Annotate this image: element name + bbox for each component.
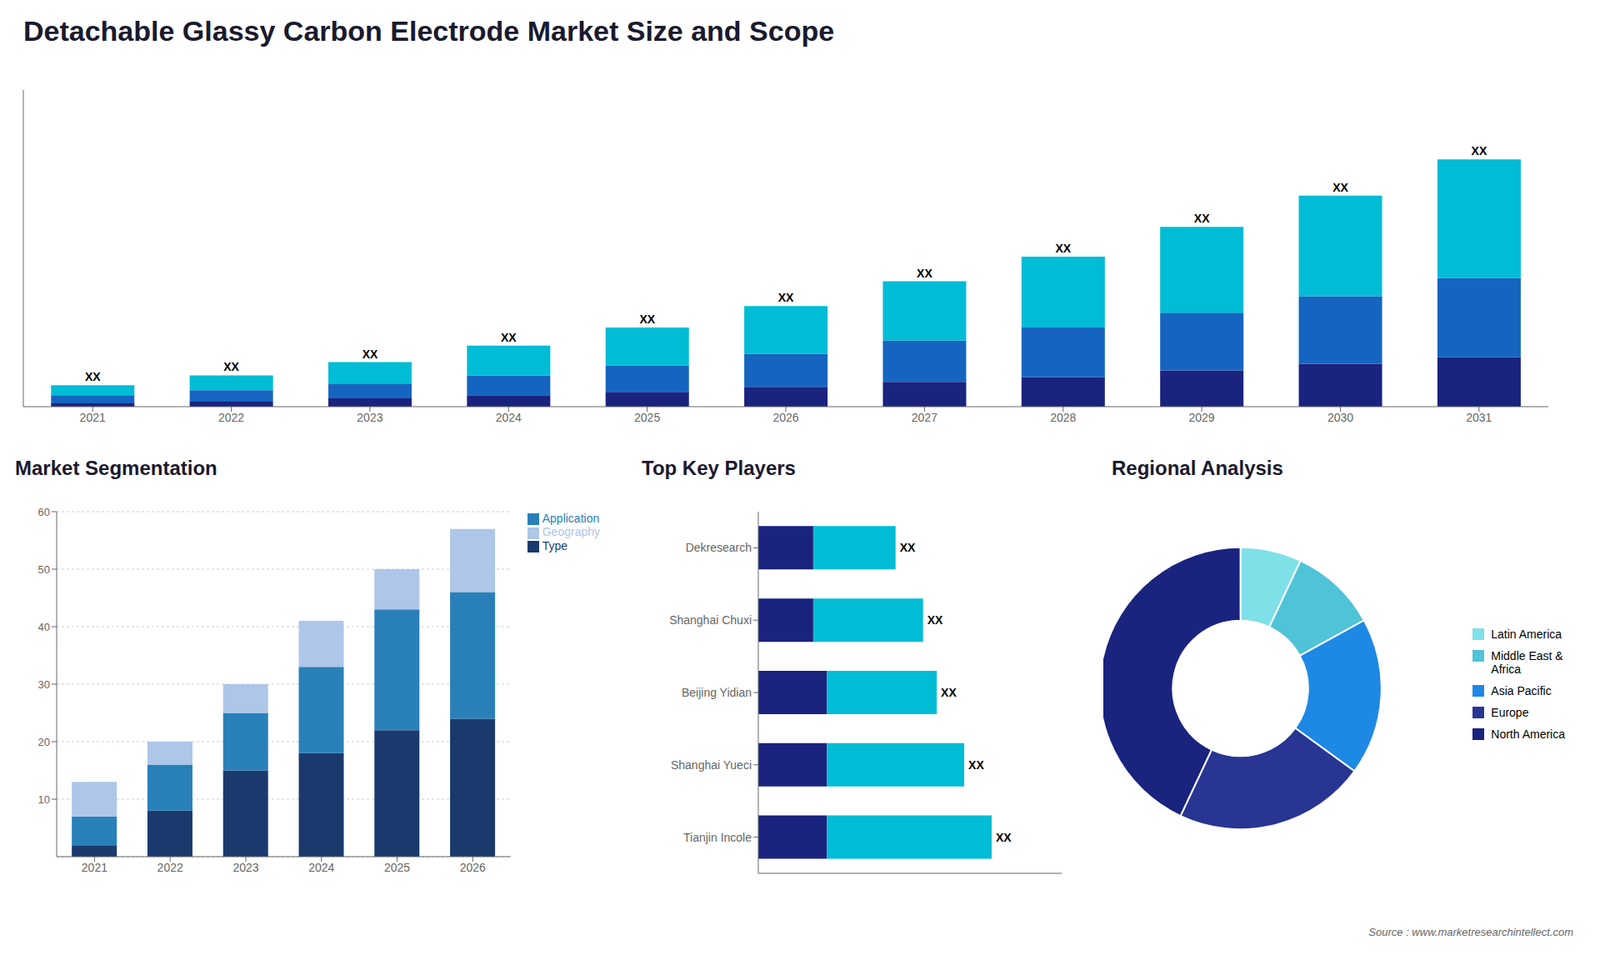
- html-text:Application: Application: [542, 511, 600, 525]
- svg-text:60: 60: [38, 505, 50, 519]
- svg-text:2025: 2025: [384, 860, 410, 875]
- html-text:Geography: Geography: [542, 525, 600, 539]
- svg-text:2023: 2023: [232, 860, 259, 875]
- svg-text:XX: XX: [940, 685, 957, 700]
- html-text:Europe: Europe: [1491, 705, 1529, 720]
- svg-text:XX: XX: [1332, 180, 1349, 195]
- html-text:North America: North America: [1491, 727, 1565, 741]
- svg-text:2023: 2023: [356, 410, 383, 425]
- html-text:Type: Type: [542, 538, 568, 553]
- svg-text:XX: XX: [223, 360, 240, 374]
- svg-text:2026: 2026: [772, 410, 799, 425]
- svg-text:40: 40: [38, 620, 50, 634]
- html-text:Top Key Players: Top Key Players: [641, 456, 796, 480]
- svg-text:2021: 2021: [81, 860, 108, 875]
- svg-text:XX: XX: [500, 330, 517, 345]
- html-text:Middle East & Africa: Middle East & Africa: [1491, 649, 1564, 676]
- svg-text:XX: XX: [639, 312, 655, 326]
- svg-text:20: 20: [38, 735, 50, 749]
- svg-text:50: 50: [38, 563, 50, 576]
- svg-text:2031: 2031: [1465, 410, 1492, 425]
- svg-text:XX: XX: [362, 347, 379, 361]
- svg-text:10: 10: [38, 793, 50, 806]
- svg-text:XX: XX: [778, 290, 795, 305]
- svg-text:XX: XX: [995, 830, 1012, 845]
- svg-text:XX: XX: [968, 758, 985, 772]
- svg-text:2021: 2021: [80, 410, 106, 425]
- svg-text:2029: 2029: [1189, 410, 1215, 425]
- svg-text:Dekresearch: Dekresearch: [685, 540, 752, 555]
- svg-text:2022: 2022: [218, 410, 245, 425]
- svg-text:XX: XX: [900, 540, 916, 555]
- svg-text:2030: 2030: [1327, 410, 1354, 425]
- svg-text:2024: 2024: [308, 860, 335, 875]
- svg-text:XX: XX: [1194, 211, 1210, 225]
- svg-text:2025: 2025: [634, 410, 660, 425]
- svg-text:XX: XX: [927, 613, 944, 627]
- html-text:Market Segmentation: Market Segmentation: [15, 456, 218, 480]
- svg-text:2024: 2024: [495, 410, 522, 425]
- svg-text:2027: 2027: [911, 410, 938, 425]
- svg-text:XX: XX: [916, 266, 933, 280]
- svg-text:Shanghai Chuxi: Shanghai Chuxi: [669, 613, 752, 627]
- svg-text:2028: 2028: [1050, 410, 1076, 425]
- svg-text:XX: XX: [85, 370, 101, 384]
- html-text:Latin America: Latin America: [1491, 627, 1562, 641]
- svg-text:XX: XX: [1055, 241, 1071, 255]
- svg-text:30: 30: [38, 678, 50, 691]
- svg-text:XX: XX: [1471, 144, 1488, 158]
- html-text:Detachable Glassy Carbon Elect: Detachable Glassy Carbon Electrode Marke…: [23, 15, 835, 47]
- html-text:Asia Pacific: Asia Pacific: [1491, 684, 1552, 698]
- svg-text:2022: 2022: [157, 860, 184, 875]
- html-text:Source : www.marketresearchint: Source : www.marketresearchintellect.com: [1368, 925, 1574, 939]
- svg-text:Tianjin Incole: Tianjin Incole: [683, 830, 752, 845]
- svg-text:Beijing Yidian: Beijing Yidian: [681, 685, 752, 700]
- html-text:Regional Analysis: Regional Analysis: [1111, 456, 1284, 480]
- svg-text:2026: 2026: [460, 860, 486, 875]
- svg-text:Shanghai Yueci: Shanghai Yueci: [670, 758, 752, 772]
